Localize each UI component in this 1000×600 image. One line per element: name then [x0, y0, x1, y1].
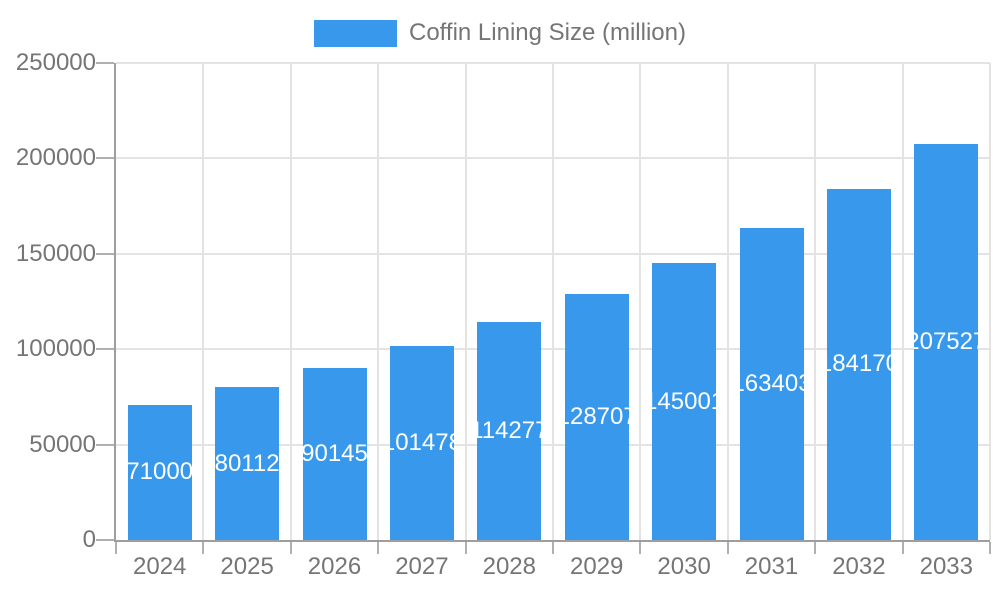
x-axis-tick [202, 542, 205, 554]
y-axis-tick [96, 539, 114, 541]
y-axis-tick-label: 150000 [15, 239, 96, 267]
y-axis-tick [96, 348, 114, 351]
x-axis-tick [552, 542, 554, 554]
x-axis-tick-label: 2033 [919, 553, 973, 580]
chart-legend: Coffin Lining Size (million) [0, 19, 1000, 47]
x-axis-tick-label: 2031 [744, 553, 799, 580]
y-axis-tick [96, 157, 114, 160]
v-gridline [464, 63, 467, 540]
y-axis-tick [96, 252, 114, 255]
bar-2027[interactable]: 101478 [389, 346, 454, 540]
bar-2029[interactable]: 128707 [564, 294, 629, 540]
x-axis-tick-label: 2024 [132, 553, 187, 580]
bar-value-label: 163403 [740, 370, 804, 398]
bar-value-label: 184170 [827, 350, 891, 378]
x-axis-tick [989, 542, 991, 554]
bar-value-label: 90145 [302, 440, 367, 467]
v-gridline [639, 63, 642, 540]
x-axis-tick [639, 542, 642, 554]
v-gridline [989, 63, 991, 540]
x-axis-tick-label: 2030 [657, 553, 711, 580]
v-gridline [202, 63, 205, 540]
bar-2028[interactable]: 114277 [477, 321, 542, 540]
x-axis-tick-label: 2032 [832, 553, 886, 580]
x-axis-tick [814, 542, 817, 554]
bar-2026[interactable]: 90145 [302, 368, 367, 540]
x-axis-tick [901, 542, 904, 554]
x-axis-tick-label: 2029 [569, 553, 624, 580]
y-axis-line [114, 63, 116, 540]
bar-value-label: 114277 [477, 416, 541, 444]
bar-value-label: 128707 [565, 403, 629, 431]
x-axis-tick-label: 2027 [395, 553, 449, 580]
x-axis-tick [289, 542, 292, 554]
bar-value-label: 101478 [390, 429, 454, 457]
legend-item[interactable]: Coffin Lining Size (million) [313, 19, 686, 47]
x-axis-tick [464, 542, 467, 554]
bar-value-label: 80112 [215, 449, 280, 477]
v-gridline [726, 63, 729, 540]
v-gridline [377, 63, 380, 540]
bar-2033[interactable]: 207527 [914, 144, 979, 540]
x-axis-tick [377, 542, 380, 554]
legend-color-swatch [313, 19, 397, 47]
y-axis-tick-label: 200000 [15, 144, 96, 172]
v-gridline [814, 63, 817, 540]
y-axis-tick [96, 443, 114, 446]
bar-value-label: 71000 [127, 458, 192, 486]
bar-2030[interactable]: 145001 [652, 263, 717, 540]
bar-2024[interactable]: 71000 [127, 404, 192, 540]
bar-2032[interactable]: 184170 [826, 188, 891, 540]
x-axis-tick-label: 2025 [220, 553, 274, 580]
y-axis-tick-label: 0 [82, 526, 96, 553]
bar-value-label: 207527 [914, 328, 978, 356]
plot-area: 71000 80112 90145 101478 114277 128707 145001 1… [96, 62, 991, 554]
x-axis-tick [726, 542, 729, 554]
x-axis-tick-label: 2026 [307, 553, 362, 580]
bar-value-label: 145001 [652, 387, 716, 415]
x-axis-tick-label: 2028 [482, 553, 536, 580]
x-axis-line [114, 540, 990, 542]
v-gridline [289, 63, 292, 540]
v-gridline [901, 63, 904, 540]
bar-2031[interactable]: 163403 [739, 228, 804, 540]
x-axis-tick [115, 542, 117, 554]
legend-label: Coffin Lining Size (million) [408, 19, 686, 46]
y-axis-tick-label: 250000 [15, 49, 96, 76]
v-gridline [552, 63, 554, 540]
y-axis-tick-label: 50000 [29, 430, 96, 458]
y-axis-tick [96, 62, 114, 64]
y-axis-tick-label: 100000 [15, 335, 96, 363]
bar-2025[interactable]: 80112 [215, 387, 280, 540]
